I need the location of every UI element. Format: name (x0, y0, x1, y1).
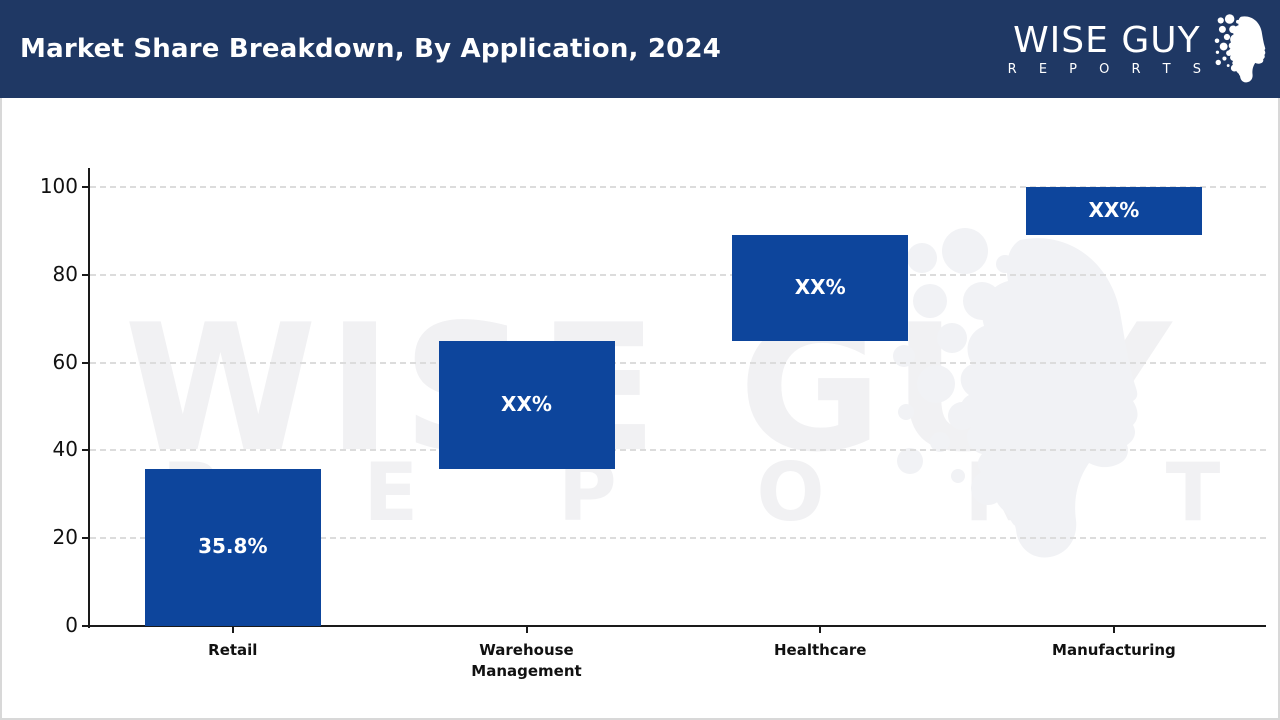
y-tick-label-40: 40 (52, 437, 78, 462)
x-axis-label-line: Warehouse (479, 641, 574, 659)
x-axis-label-manufacturing: Manufacturing (967, 640, 1261, 661)
plot-area: 0 20 40 60 80 100 35.8% Retail XX% Warehouse Manag… (2, 98, 1278, 716)
x-axis-label-line: Healthcare (773, 641, 867, 659)
y-tick-60 (82, 361, 88, 364)
x-axis-label-retail: Retail (86, 640, 380, 661)
chart-area: WISE GUY R E P O R T S 02040608010035.8%… (0, 98, 1280, 720)
x-tick-retail (231, 627, 234, 633)
logo-wordmark: WISE GUY (1013, 19, 1201, 61)
wise-guy-logo: WISE GUY R E P O R T S (1004, 4, 1272, 94)
y-tick-80 (82, 273, 88, 276)
y-tick-0 (82, 625, 88, 627)
bar-retail (144, 468, 321, 626)
header-bar: Market Share Breakdown, By Application, … (0, 0, 1280, 98)
chart-title: Market Share Breakdown, By Application, … (20, 34, 722, 64)
y-tick-40 (82, 449, 88, 452)
y-tick-label-0: 0 (65, 613, 78, 637)
bar-healthcare (732, 235, 909, 341)
y-tick-20 (82, 537, 88, 540)
y-tick-100 (82, 186, 88, 188)
x-axis-label-warehouse-management: Warehouse Management (380, 640, 674, 682)
bar-value-label-healthcare: XX% (794, 274, 846, 299)
gridline-20 (90, 537, 1266, 540)
bar-value-label-retail: 35.8% (198, 534, 268, 559)
x-axis-label-line: Retail (208, 641, 258, 659)
logo-subtitle: R E P O R T S (1007, 61, 1210, 77)
y-tick-label-60: 60 (52, 349, 78, 374)
axis-y (88, 168, 90, 628)
x-axis-label-healthcare: Healthcare (673, 640, 967, 661)
gridline-100 (90, 186, 1266, 188)
bar-manufacturing (1025, 187, 1202, 236)
y-tick-label-100: 100 (39, 174, 78, 198)
y-tick-label-20: 20 (52, 525, 78, 550)
logo-text: WISE GUY R E P O R T S (1004, 19, 1210, 77)
logo-head-icon (1214, 14, 1266, 83)
x-tick-warehouse-management (525, 627, 528, 633)
gridline-80 (90, 273, 1266, 276)
y-tick-label-80: 80 (52, 261, 78, 286)
x-tick-manufacturing (1112, 627, 1115, 633)
axis-x (88, 625, 1266, 627)
bar-warehouse-management (438, 340, 615, 469)
x-axis-label-line: Management (471, 662, 582, 680)
bar-value-label-manufacturing: XX% (1088, 198, 1140, 223)
gridline-40 (90, 449, 1266, 452)
bar-value-label-warehouse-management: XX% (501, 391, 552, 416)
x-tick-healthcare (819, 627, 822, 633)
x-axis-label-line: Manufacturing (1052, 641, 1176, 659)
gridline-60 (90, 361, 1266, 364)
